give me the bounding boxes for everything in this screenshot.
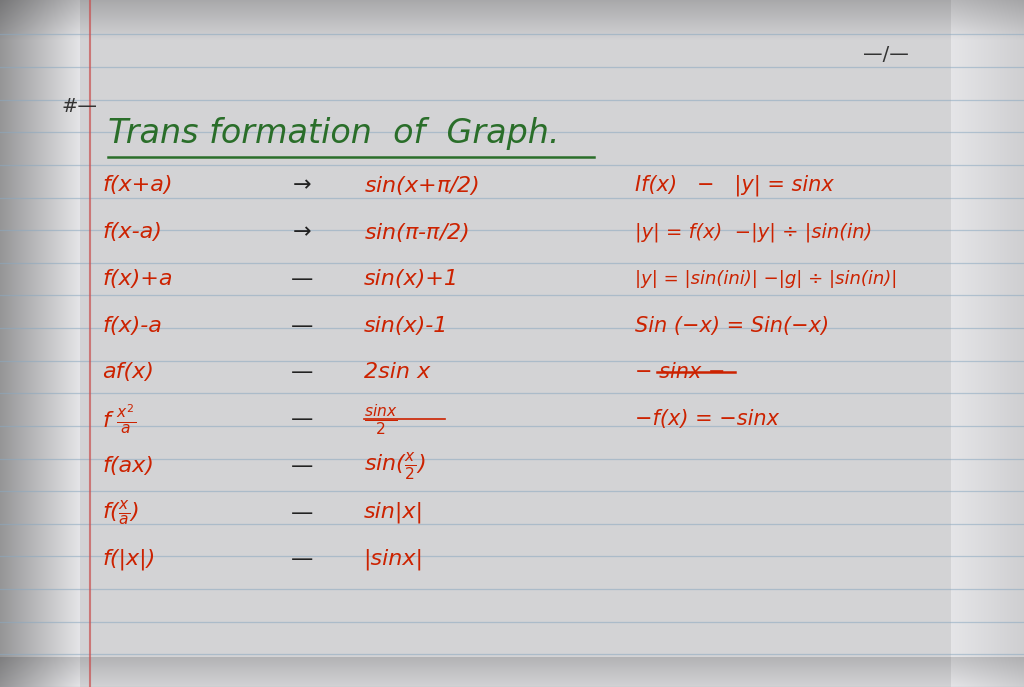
Text: sin|x|: sin|x| [364,502,424,523]
Text: |y| = f(x)  −|y| ÷ |sin(in): |y| = f(x) −|y| ÷ |sin(in) [635,223,872,242]
Text: f(x)+a: f(x)+a [102,269,173,289]
Text: |y| = |sin(ini)| −|g| ÷ |sin(in)|: |y| = |sin(ini)| −|g| ÷ |sin(in)| [635,270,897,288]
Text: Sin (−x) = Sin(−x): Sin (−x) = Sin(−x) [635,315,829,336]
Text: f(x)-a: f(x)-a [102,315,162,336]
Text: f $\frac{x^2}{a}$: f $\frac{x^2}{a}$ [102,403,136,436]
Text: If(x)   −   |y| = sinx: If(x) − |y| = sinx [635,174,834,196]
Text: #—: #— [61,97,97,116]
Text: —: — [291,502,313,523]
Text: —/—: —/— [863,45,908,65]
Text: —: — [291,315,313,336]
Text: 2sin x: 2sin x [364,362,430,383]
Text: f($\frac{x}{a}$): f($\frac{x}{a}$) [102,498,139,527]
Text: $\frac{sinx}{2}$: $\frac{sinx}{2}$ [364,402,397,436]
Text: sin($\frac{x}{2}$): sin($\frac{x}{2}$) [364,450,425,482]
Text: − sinx −: − sinx − [635,362,725,383]
Text: Trans formation  of  Graph.: Trans formation of Graph. [108,117,559,150]
Text: f(x-a): f(x-a) [102,222,162,243]
Text: —: — [291,269,313,289]
Text: f(|x|): f(|x|) [102,548,156,570]
Text: sin(x)+1: sin(x)+1 [364,269,459,289]
Text: −f(x) = −sinx: −f(x) = −sinx [635,409,779,429]
Text: sin(x+$\pi$/2): sin(x+$\pi$/2) [364,174,478,197]
Text: f(x+a): f(x+a) [102,175,173,196]
Text: |sinx|: |sinx| [364,548,424,570]
Text: sin($\pi$-$\pi$/2): sin($\pi$-$\pi$/2) [364,221,468,244]
Text: →: → [293,222,311,243]
Text: →: → [293,175,311,196]
Text: —: — [291,409,313,429]
Text: —: — [291,362,313,383]
Text: sin(x)-1: sin(x)-1 [364,315,447,336]
Text: f(ax): f(ax) [102,455,155,476]
Text: —: — [291,549,313,570]
Text: af(x): af(x) [102,362,155,383]
Text: —: — [291,455,313,476]
